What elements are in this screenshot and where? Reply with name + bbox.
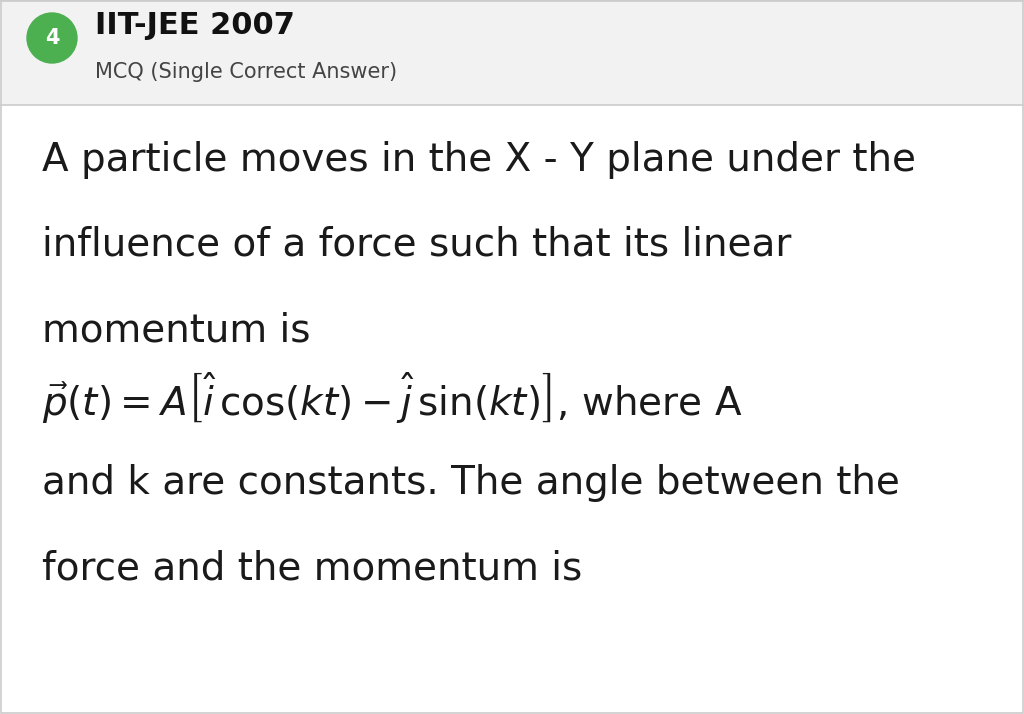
FancyBboxPatch shape: [0, 0, 1024, 105]
Text: 4: 4: [45, 28, 59, 48]
Text: A particle moves in the X - Y plane under the: A particle moves in the X - Y plane unde…: [42, 141, 916, 179]
Text: momentum is: momentum is: [42, 311, 310, 349]
Text: MCQ (Single Correct Answer): MCQ (Single Correct Answer): [95, 62, 397, 82]
Circle shape: [27, 13, 77, 63]
Text: and k are constants. The angle between the: and k are constants. The angle between t…: [42, 464, 900, 502]
Text: $\vec{p}(t) = A\left[\hat{i}\,\cos(kt) - \hat{j}\,\sin(kt)\right]$, where A: $\vec{p}(t) = A\left[\hat{i}\,\cos(kt) -…: [42, 370, 742, 426]
Text: force and the momentum is: force and the momentum is: [42, 549, 583, 587]
Text: IIT-JEE 2007: IIT-JEE 2007: [95, 11, 295, 41]
Text: influence of a force such that its linear: influence of a force such that its linea…: [42, 226, 792, 264]
